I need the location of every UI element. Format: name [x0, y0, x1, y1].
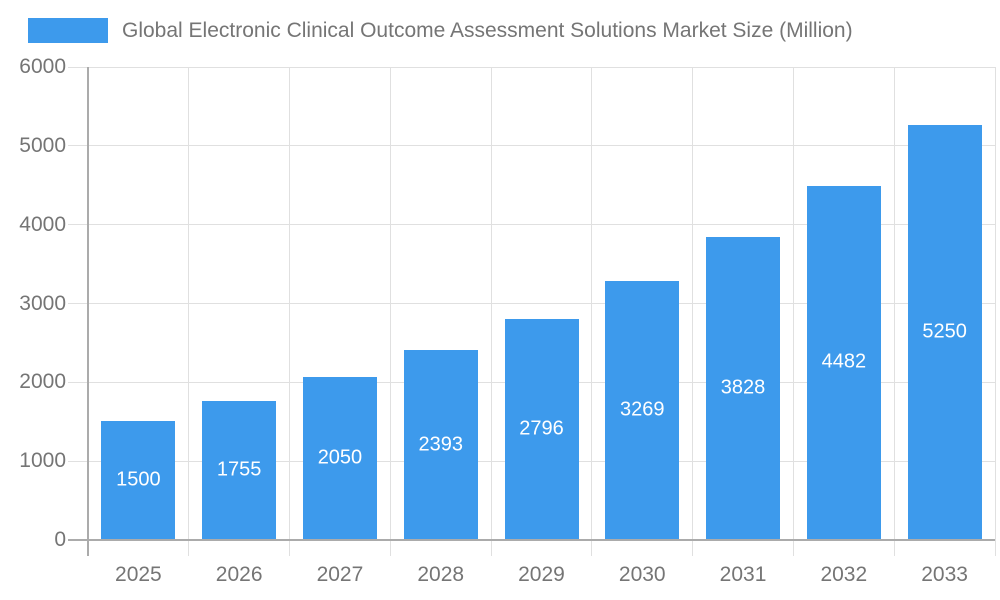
bar[interactable]: 5250: [907, 125, 982, 539]
y-gridline: [68, 145, 995, 147]
x-gridline: [893, 67, 895, 556]
bar[interactable]: 3269: [605, 281, 680, 539]
bar-value-label: 1500: [116, 468, 161, 491]
x-gridline: [490, 67, 492, 556]
bar[interactable]: 2393: [403, 350, 478, 539]
x-axis-tick-label: 2025: [115, 563, 162, 586]
bar[interactable]: 3828: [706, 237, 781, 539]
bar-value-label: 3828: [720, 376, 766, 399]
bar-value-label: 2393: [418, 433, 463, 456]
y-axis-tick-label: 1000: [19, 449, 66, 473]
bar[interactable]: 2796: [504, 318, 579, 539]
x-axis-tick-label: 2032: [820, 563, 868, 586]
y-gridline: [68, 303, 995, 304]
chart-legend: Global Electronic Clinical Outcome Asses…: [28, 18, 853, 43]
y-axis-tick-label: 5000: [19, 133, 66, 157]
y-axis-line: [87, 67, 89, 556]
x-gridline: [389, 67, 391, 556]
x-gridline: [792, 67, 794, 556]
bar[interactable]: 1500: [101, 420, 176, 539]
chart-title: Global Electronic Clinical Outcome Asses…: [122, 18, 853, 42]
y-gridline: [68, 224, 995, 226]
x-axis-tick-label: 2028: [417, 563, 465, 586]
x-axis-tick-label: 2031: [719, 563, 767, 586]
y-axis-tick-label: 2000: [19, 370, 66, 394]
x-gridline: [591, 67, 593, 556]
bar-value-label: 1755: [216, 458, 262, 481]
y-axis-tick-label: 3000: [19, 291, 66, 315]
x-axis-line: [68, 539, 995, 541]
bar[interactable]: 2050: [302, 377, 377, 539]
bar-value-label: 2050: [317, 446, 363, 469]
x-axis-tick-label: 2026: [215, 563, 263, 586]
plot-area: 1500 1755 2050 2393 2796 3269 3828 4482 5250 0 10…: [19, 55, 996, 586]
bar[interactable]: 1755: [202, 400, 277, 539]
y-axis-tick-label: 0: [54, 528, 66, 551]
y-axis-tick-label: 4000: [19, 212, 66, 236]
x-axis-tick-label: 2033: [921, 563, 968, 586]
y-gridline: [68, 66, 995, 68]
bar[interactable]: 4482: [806, 185, 881, 539]
x-gridline: [289, 67, 291, 556]
bar-value-label: 3269: [620, 398, 665, 421]
bar-value-label: 5250: [922, 320, 967, 343]
legend-swatch[interactable]: [28, 18, 108, 43]
x-axis-tick-label: 2029: [518, 563, 565, 586]
y-axis-tick-label: 6000: [19, 55, 66, 78]
x-gridline: [692, 67, 694, 556]
x-gridline: [994, 67, 996, 556]
x-gridline: [188, 67, 190, 556]
bar-value-label: 2796: [519, 417, 564, 440]
bar-value-label: 4482: [821, 350, 867, 373]
x-axis-tick-label: 2027: [316, 563, 364, 586]
x-axis-tick-label: 2030: [618, 563, 666, 586]
